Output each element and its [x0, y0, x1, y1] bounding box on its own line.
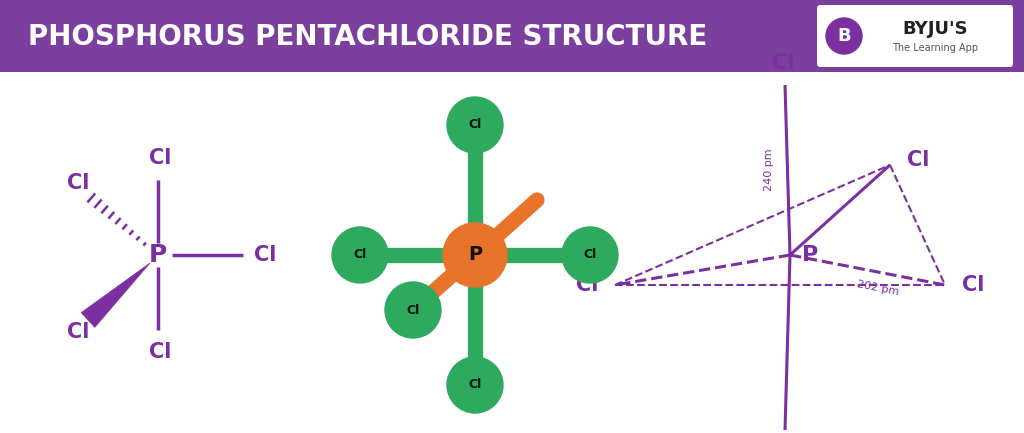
Text: BYJU'S: BYJU'S	[902, 20, 968, 38]
Text: P: P	[802, 245, 818, 265]
Text: Cl: Cl	[67, 173, 89, 193]
Circle shape	[443, 223, 507, 287]
Text: B: B	[838, 27, 851, 45]
Text: Cl: Cl	[468, 119, 481, 132]
FancyBboxPatch shape	[817, 5, 1013, 67]
Circle shape	[826, 18, 862, 54]
Text: Cl: Cl	[353, 249, 367, 262]
Text: Cl: Cl	[407, 304, 420, 317]
Text: Cl: Cl	[67, 322, 89, 342]
Circle shape	[385, 282, 441, 338]
Text: Cl: Cl	[254, 245, 276, 265]
Text: Cl: Cl	[575, 275, 598, 295]
Polygon shape	[81, 263, 150, 327]
Circle shape	[332, 227, 388, 283]
Bar	[0, 0, 1024, 72]
Text: Cl: Cl	[584, 249, 597, 262]
Text: Cl: Cl	[962, 275, 984, 295]
Circle shape	[447, 357, 503, 413]
Text: Cl: Cl	[907, 150, 929, 170]
Text: Cl: Cl	[148, 342, 171, 362]
Text: Cl: Cl	[148, 148, 171, 168]
Circle shape	[447, 97, 503, 153]
Text: P: P	[468, 246, 482, 265]
Text: 240 pm: 240 pm	[765, 149, 774, 191]
Circle shape	[562, 227, 618, 283]
Text: Cl: Cl	[772, 53, 795, 73]
Text: 202 pm: 202 pm	[856, 279, 899, 297]
Text: The Learning App: The Learning App	[892, 43, 978, 53]
Text: PHOSPHORUS PENTACHLORIDE STRUCTURE: PHOSPHORUS PENTACHLORIDE STRUCTURE	[28, 23, 708, 52]
Text: P: P	[148, 243, 167, 267]
Text: Cl: Cl	[468, 378, 481, 391]
